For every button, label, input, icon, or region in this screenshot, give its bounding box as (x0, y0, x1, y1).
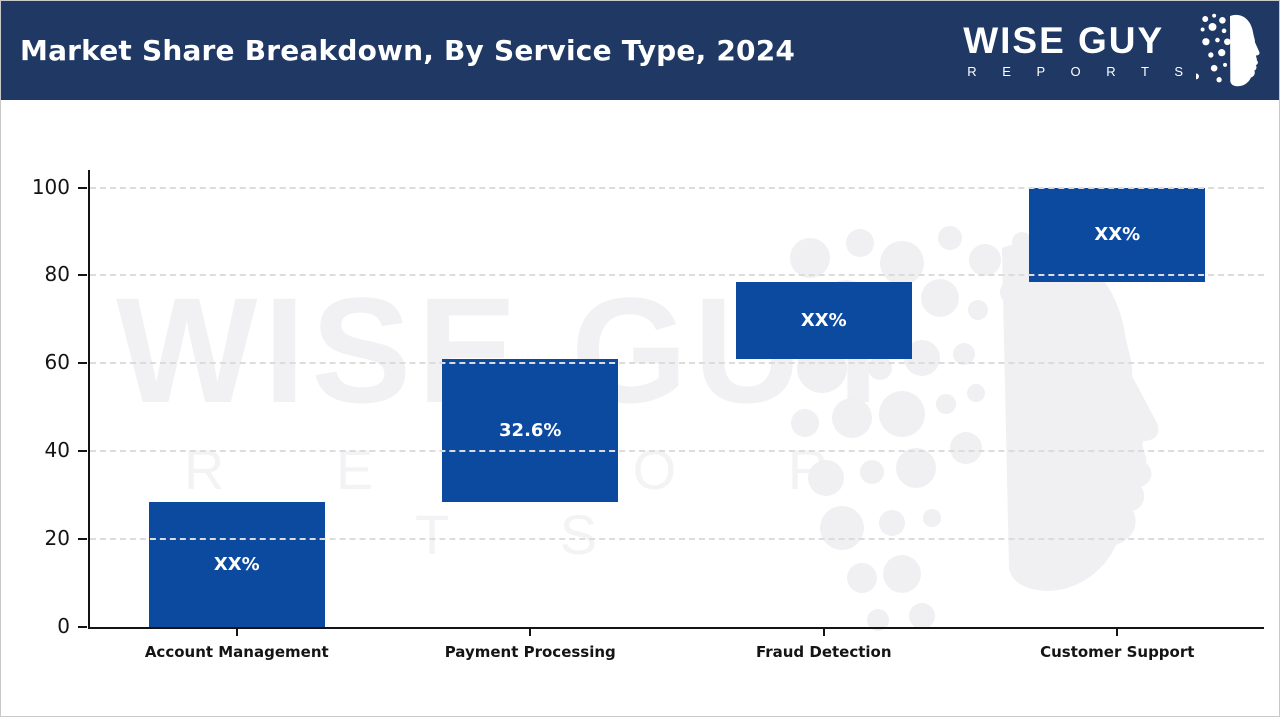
bar-value-label: XX% (1094, 224, 1141, 246)
logo-name-text: WISE GUY (963, 19, 1165, 61)
waterfall-bar: 32.6% (442, 358, 619, 502)
y-axis-tick-label: 40 (44, 438, 70, 463)
chart-title: Market Share Breakdown, By Service Type,… (20, 33, 796, 67)
y-axis-tick-label: 0 (57, 614, 70, 638)
logo-sub-text: R E P O R T S (967, 63, 1194, 79)
waterfall-bar: XX% (148, 501, 325, 627)
waterfall-bar: XX% (1029, 187, 1206, 283)
y-axis-tick (78, 362, 87, 365)
bar-value-label: 32.6% (499, 419, 562, 441)
plot-area: 0 20 40 60 80 100 XX% Account Management 32.6% Pa… (32, 170, 1264, 661)
x-axis-category-label: Payment Processing (444, 643, 616, 661)
x-axis-category-label: Customer Support (1040, 643, 1195, 661)
bar-value-label: XX% (213, 553, 260, 575)
gridline (90, 274, 1264, 277)
waterfall-bar: XX% (735, 282, 912, 359)
logo-wordmark: WISE GUY R E P O R T S (963, 22, 1194, 79)
gridline (90, 362, 1264, 365)
head-profile-icon (1196, 13, 1260, 87)
x-axis-tick (1116, 627, 1119, 636)
bar-value-label: XX% (800, 309, 847, 331)
y-axis-tick-label: 100 (31, 174, 70, 199)
y-axis-tick-label: 80 (44, 262, 70, 287)
y-axis-tick-label: 60 (44, 350, 70, 375)
gridline (90, 450, 1264, 453)
gridline (90, 538, 1264, 541)
x-axis-tick (529, 627, 532, 636)
y-axis-tick (78, 450, 87, 453)
y-axis-tick (78, 186, 87, 189)
y-axis-tick-label: 20 (44, 526, 70, 551)
x-axis-tick (235, 627, 238, 636)
x-axis-tick (822, 627, 825, 636)
wiseguy-logo: WISE GUY R E P O R T S (963, 10, 1262, 90)
y-axis-tick (78, 274, 87, 277)
gridline (90, 186, 1264, 189)
x-axis-category-label: Fraud Detection (755, 643, 892, 661)
y-axis-tick (78, 626, 87, 628)
header: Market Share Breakdown, By Service Type,… (0, 0, 1280, 100)
y-axis-tick (78, 538, 87, 541)
x-axis-category-label: Account Management (144, 643, 329, 661)
